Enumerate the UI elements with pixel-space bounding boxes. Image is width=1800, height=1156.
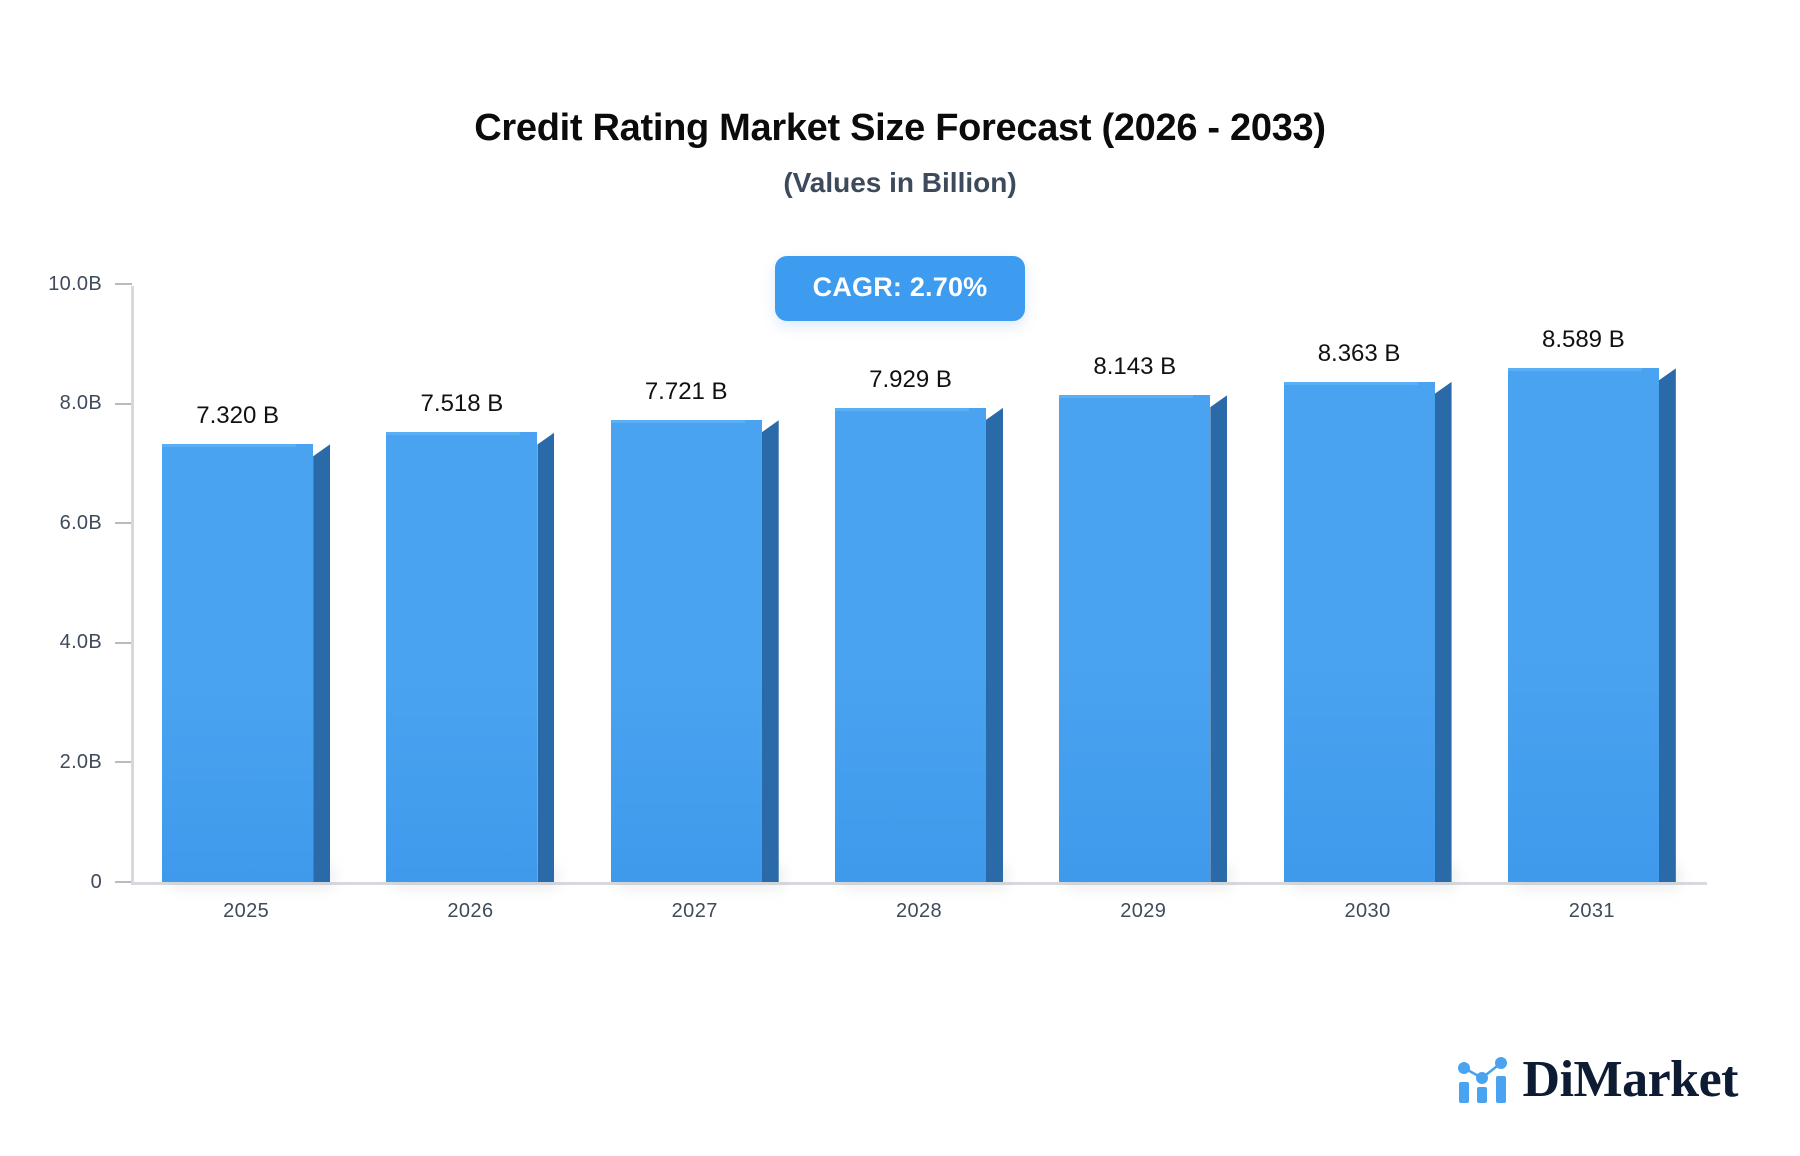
y-axis-tick-mark: [115, 641, 132, 644]
y-axis-tick: 6.0B: [59, 511, 132, 534]
y-axis-tick: 8.0B: [59, 392, 132, 415]
y-axis-tick-label: 0: [90, 870, 102, 893]
x-axis-tick-label: 2031: [1568, 900, 1615, 922]
y-axis-tick-label: 10.0B: [48, 272, 102, 295]
bar-front-face: [1507, 368, 1659, 882]
y-axis-tick-label: 4.0B: [59, 631, 102, 654]
bar-top-edge: [386, 432, 521, 436]
bar-column[interactable]: 8.363 B: [1283, 340, 1458, 890]
x-axis-tick-label: 2030: [1344, 900, 1391, 922]
bar-column[interactable]: 7.721 B: [610, 378, 785, 890]
bar-front-face: [1283, 381, 1435, 882]
bar-column[interactable]: 8.589 B: [1507, 326, 1682, 890]
y-axis: 10.0B 8.0B 6.0B 4.0B 2.0B 0: [0, 270, 132, 893]
chart-subtitle: (Values in Billion): [783, 166, 1017, 198]
y-axis-tick-label: 8.0B: [59, 392, 102, 415]
bar-front-face: [1059, 395, 1211, 882]
y-axis-tick: 0: [90, 870, 132, 893]
bar-front-face: [835, 407, 986, 882]
bar-value-label: 8.589 B: [1541, 326, 1625, 354]
bar-top-edge: [162, 444, 297, 448]
bar-top-edge: [610, 420, 745, 424]
bar-column[interactable]: 7.929 B: [835, 366, 1009, 890]
x-axis: 2025 2026 2027 2028 2029 2030 2031: [134, 900, 1704, 940]
bar-side-face: [761, 420, 779, 882]
y-axis-tick: 10.0B: [48, 272, 132, 295]
bar-side-face: [537, 432, 555, 882]
bar-top-edge: [835, 407, 969, 411]
x-axis-tick-label: 2025: [223, 900, 270, 922]
bar-chart-logo-icon: [1457, 1057, 1507, 1103]
y-axis-tick-mark: [115, 761, 132, 764]
bar-front-face: [386, 432, 538, 882]
bar-top-edge: [1283, 381, 1418, 385]
bar-side-face: [1658, 368, 1676, 882]
bar-side-face: [1434, 381, 1452, 882]
page-title: Credit Rating Market Size Forecast (2026…: [474, 107, 1326, 149]
bar-front-face: [610, 420, 762, 882]
y-axis-tick-mark: [115, 522, 132, 525]
y-axis-tick-label: 6.0B: [59, 511, 102, 534]
x-axis-tick-label: 2029: [1120, 900, 1167, 922]
bar-series: 7.320 B 7.518 B 7.721 B 7.929 B 8.143 B 8.363…: [134, 270, 1704, 890]
x-axis-line: [131, 882, 1707, 885]
chart-header: Credit Rating Market Size Forecast (2026…: [0, 0, 1800, 199]
bar-column[interactable]: 8.143 B: [1059, 353, 1234, 890]
bar-value-label: 8.143 B: [1093, 353, 1177, 381]
logo-text: DiMarket: [1522, 1050, 1739, 1108]
bar-side-face: [313, 444, 331, 882]
bar-side-face: [986, 407, 1003, 882]
bar-column[interactable]: 7.320 B: [162, 402, 337, 890]
y-axis-tick-mark: [115, 881, 132, 883]
bar-top-edge: [1507, 368, 1642, 372]
bar-value-label: 7.721 B: [644, 378, 728, 406]
bar-value-label: 8.363 B: [1317, 339, 1401, 367]
chart-plot-area: 10.0B 8.0B 6.0B 4.0B 2.0B 0 7.320 B 7.518 B 7.7…: [0, 270, 1800, 922]
x-axis-tick-label: 2026: [447, 900, 494, 922]
bar-value-label: 7.518 B: [420, 390, 504, 418]
x-axis-tick-label: 2027: [671, 900, 718, 922]
bar-side-face: [1210, 395, 1228, 882]
bar-column[interactable]: 7.518 B: [386, 390, 561, 890]
bar-top-edge: [1059, 395, 1194, 399]
y-axis-line: [131, 286, 134, 884]
y-axis-tick: 2.0B: [59, 750, 132, 773]
brand-logo: DiMarket: [1457, 1050, 1739, 1108]
y-axis-tick-mark: [115, 402, 132, 405]
bar-front-face: [162, 444, 314, 882]
x-axis-tick-label: 2028: [895, 900, 943, 922]
y-axis-tick-mark: [115, 283, 132, 285]
y-axis-tick: 4.0B: [59, 631, 132, 654]
bar-value-label: 7.929 B: [869, 365, 952, 393]
bar-value-label: 7.320 B: [196, 402, 279, 430]
y-axis-tick-label: 2.0B: [59, 750, 102, 773]
